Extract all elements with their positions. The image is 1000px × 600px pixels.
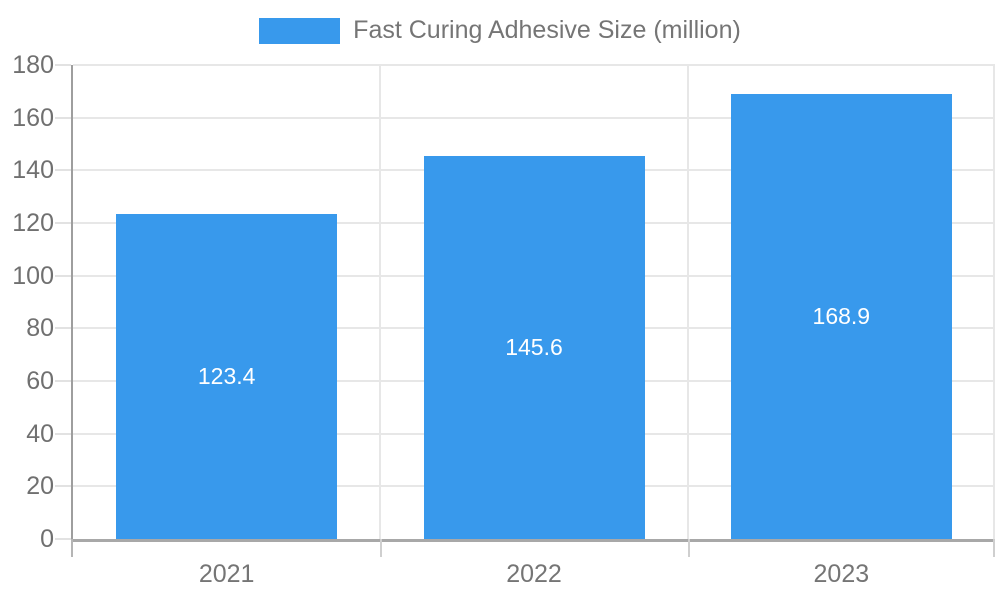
ytick-180 [55,64,71,66]
x-axis-label-2021: 2021 [198,560,255,588]
ytick-0 [55,538,71,540]
y-axis-label: 180 [12,51,54,79]
gridline-x-separator [379,65,382,539]
legend-label: Fast Curing Adhesive Size (million) [353,16,741,44]
gridline-x-separator [686,65,689,539]
ytick-160 [55,116,71,119]
xtick-boundary [380,539,383,557]
plot-area: 0 20 40 60 80 100 120 140 160 180 123.4 2021 145.6 20… [12,52,995,588]
legend: Fast Curing Adhesive Size (million) [0,16,1000,45]
ytick-80 [55,327,71,330]
gridline-y-160 [73,116,995,119]
ytick-100 [55,274,71,277]
y-axis-label: 80 [26,314,54,343]
y-axis-label: 160 [12,103,54,132]
legend-swatch [259,17,341,44]
xtick-boundary [687,539,690,557]
x-axis-label-2023: 2023 [813,560,870,588]
bar-value-label-2023: 168.9 [812,303,871,330]
y-axis-label: 100 [12,261,54,290]
xtick-boundary [71,539,73,557]
bar-2021: 123.4 [116,214,338,539]
y-axis-label: 60 [26,367,54,395]
ytick-20 [55,485,71,488]
ytick-120 [55,222,71,224]
bar-value-label-2021: 123.4 [197,363,256,390]
gridline-y-180 [73,64,995,66]
ytick-140 [55,169,71,172]
bar-value-label-2022: 145.6 [505,333,563,360]
y-axis-label: 40 [26,419,54,448]
y-axis-label: 20 [26,472,54,501]
x-axis-label-2022: 2022 [506,560,562,588]
ytick-60 [55,380,71,382]
ytick-40 [55,432,71,435]
bar-2023: 168.9 [730,94,952,539]
y-axis-label: 120 [12,209,54,237]
xtick-boundary [993,539,995,557]
y-axis-label: 0 [40,525,54,553]
plot-right-border [993,65,995,539]
bar-2022: 145.6 [423,155,645,539]
y-axis-label: 140 [12,156,54,185]
